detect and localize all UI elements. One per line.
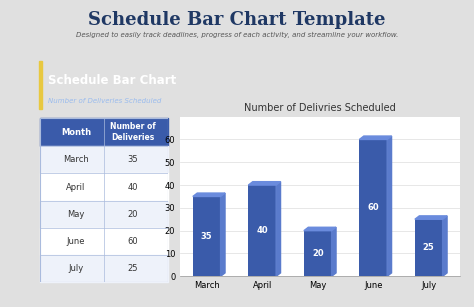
Polygon shape xyxy=(304,227,336,231)
Text: Schedule Bar Chart Template: Schedule Bar Chart Template xyxy=(88,11,386,29)
Text: 20: 20 xyxy=(127,210,137,219)
Polygon shape xyxy=(415,216,447,219)
Text: April: April xyxy=(66,183,86,192)
Bar xyxy=(40,201,168,228)
Bar xyxy=(40,255,168,282)
Text: 25: 25 xyxy=(423,243,435,252)
Text: 25: 25 xyxy=(127,264,137,273)
Bar xyxy=(415,219,443,276)
Text: Month: Month xyxy=(61,128,91,137)
Text: Number of Deliveries Scheduled: Number of Deliveries Scheduled xyxy=(48,98,161,104)
Bar xyxy=(359,139,387,276)
Polygon shape xyxy=(359,136,392,139)
Polygon shape xyxy=(220,193,225,276)
Text: June: June xyxy=(67,237,85,246)
Polygon shape xyxy=(387,136,392,276)
Bar xyxy=(40,146,168,173)
Text: Number of
Deliveries: Number of Deliveries xyxy=(109,122,155,142)
Title: Number of Delivries Scheduled: Number of Delivries Scheduled xyxy=(244,103,396,113)
Text: 35: 35 xyxy=(201,232,212,241)
Text: 60: 60 xyxy=(127,237,138,246)
Polygon shape xyxy=(443,216,447,276)
Text: 35: 35 xyxy=(127,155,138,164)
Bar xyxy=(193,196,220,276)
Bar xyxy=(304,231,332,276)
Text: 40: 40 xyxy=(127,183,137,192)
Bar xyxy=(40,118,168,146)
Text: Schedule Bar Chart: Schedule Bar Chart xyxy=(48,74,176,87)
Text: 20: 20 xyxy=(312,249,324,258)
Bar xyxy=(39,61,42,109)
Polygon shape xyxy=(276,182,281,276)
Text: July: July xyxy=(69,264,84,273)
Text: 40: 40 xyxy=(256,226,268,235)
Bar xyxy=(40,173,168,201)
Text: 60: 60 xyxy=(367,203,379,212)
Bar xyxy=(248,185,276,276)
Bar xyxy=(40,228,168,255)
Text: May: May xyxy=(67,210,85,219)
Text: March: March xyxy=(63,155,89,164)
Polygon shape xyxy=(193,193,225,196)
Text: Designed to easily track deadlines, progress of each activity, and streamline yo: Designed to easily track deadlines, prog… xyxy=(76,32,398,38)
Polygon shape xyxy=(248,182,281,185)
Polygon shape xyxy=(332,227,336,276)
